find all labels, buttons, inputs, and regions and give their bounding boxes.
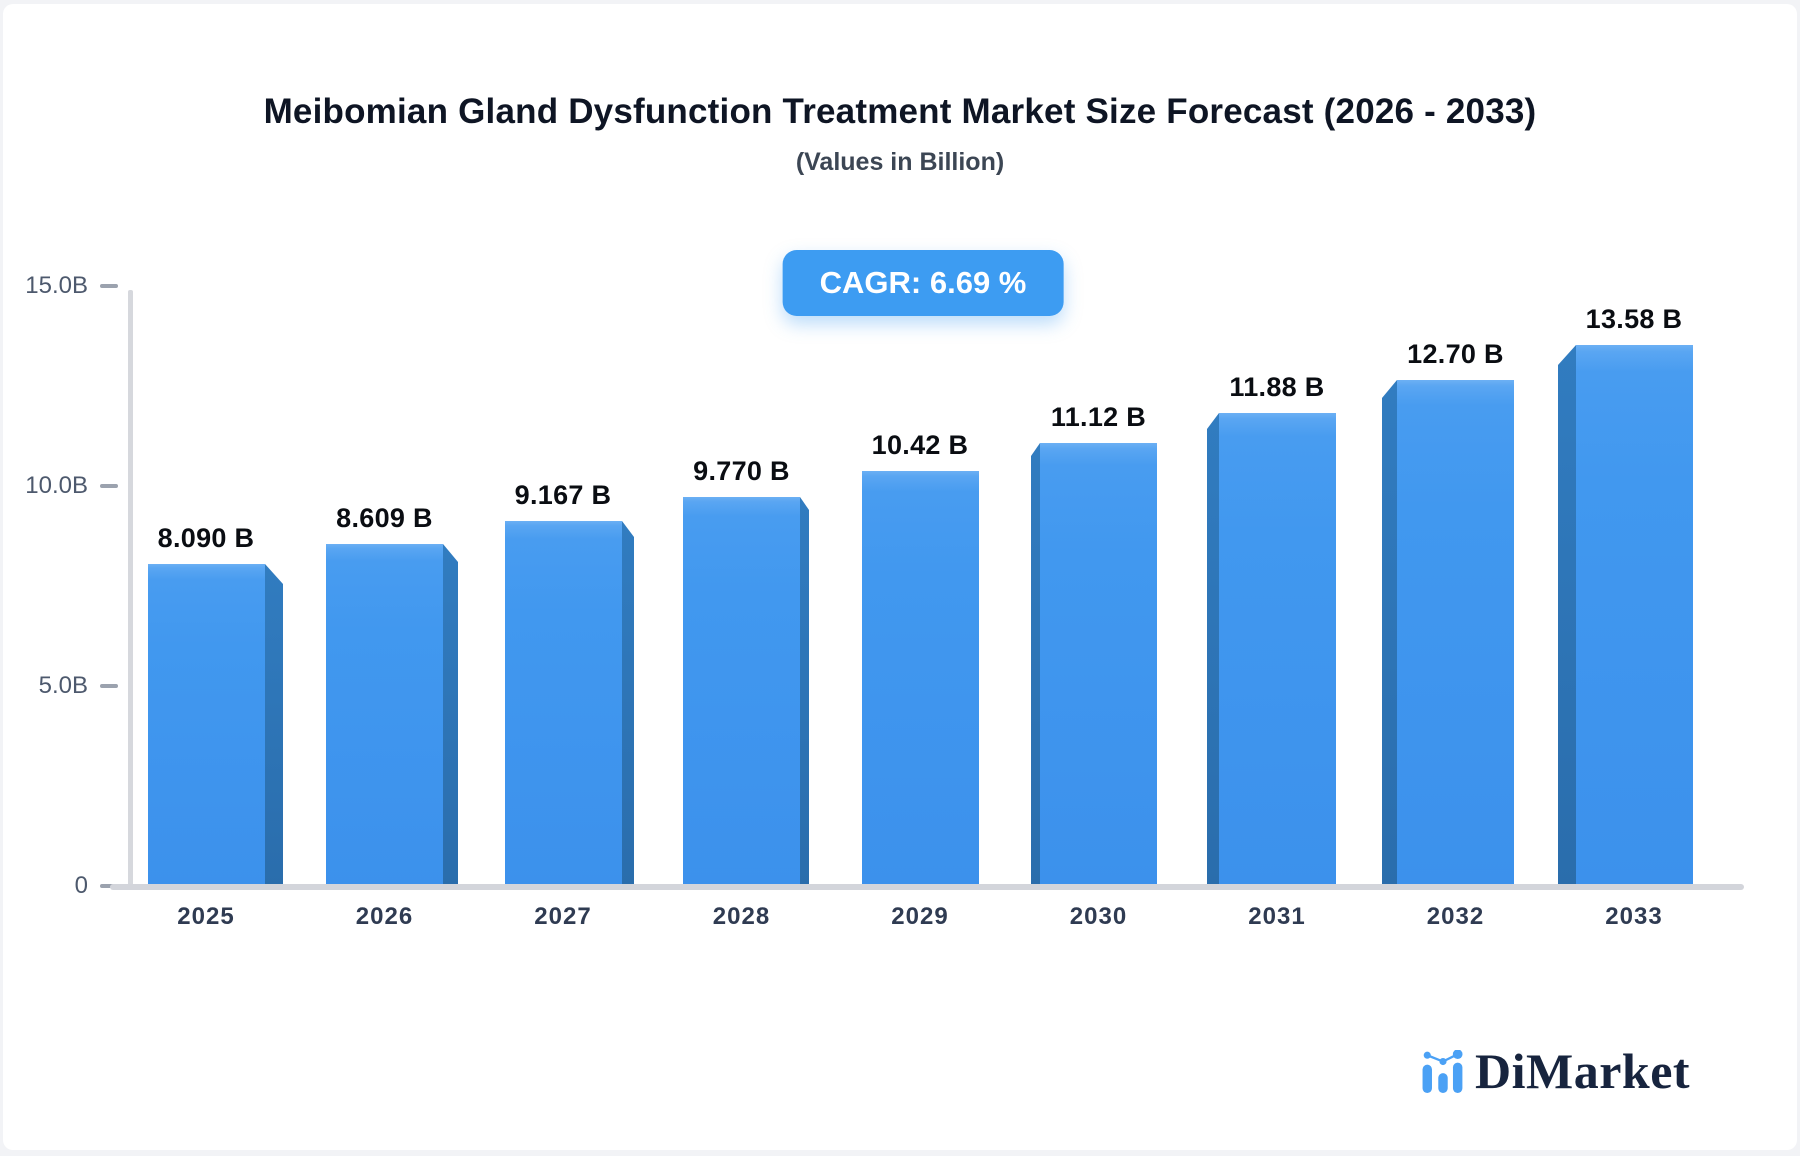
y-tick-mark <box>100 284 118 288</box>
bar-value-label: 10.42 B <box>871 430 969 461</box>
y-axis-line <box>128 290 133 888</box>
bar-2025 <box>147 564 283 888</box>
y-tick-label: 10.0B <box>25 472 88 499</box>
x-tick-label: 2032 <box>1426 903 1485 930</box>
chart-title: Meibomian Gland Dysfunction Treatment Ma… <box>263 92 1537 131</box>
cagr-badge: CAGR: 6.69 % <box>782 250 1064 316</box>
x-tick-label: 2025 <box>177 903 235 930</box>
bar-value-label: 8.609 B <box>336 502 433 533</box>
y-tick-mark <box>100 884 118 888</box>
y-tick-mark <box>100 684 118 688</box>
x-tick-label: 2026 <box>355 903 414 930</box>
bar-value-label: 9.167 B <box>514 480 612 511</box>
x-tick-label: 2030 <box>1069 903 1128 930</box>
bar-2029 <box>861 471 979 888</box>
bar-value-label: 12.70 B <box>1407 339 1504 369</box>
x-tick-label: 2028 <box>712 903 771 930</box>
y-tick-mark <box>100 484 118 488</box>
bar-2033 <box>1557 344 1693 888</box>
x-axis-line <box>110 884 1744 890</box>
x-tick-label: 2027 <box>534 903 592 930</box>
logo-text: DiMarket <box>1475 1043 1691 1099</box>
y-tick-label: 5.0B <box>38 672 88 699</box>
bar-chart-icon <box>1422 1049 1463 1093</box>
y-tick-label: 15.0B <box>25 272 88 299</box>
x-tick-label: 2029 <box>891 903 949 930</box>
bar-2028 <box>683 497 809 888</box>
bar-2027 <box>504 521 634 888</box>
bar-value-label: 11.12 B <box>1050 402 1147 433</box>
chart-subtitle: (Values in Billion) <box>795 148 1005 176</box>
bar-value-label: 13.58 B <box>1585 303 1683 334</box>
bar-value-label: 8.090 B <box>157 523 255 554</box>
bar-value-label: 11.88 B <box>1229 371 1325 402</box>
bar-2031 <box>1206 412 1336 888</box>
y-tick-label: 0 <box>74 872 88 899</box>
x-tick-label: 2031 <box>1248 903 1306 930</box>
x-tick-label: 2033 <box>1605 903 1663 930</box>
bar-2026 <box>326 543 458 888</box>
logo: DiMarket <box>1422 1042 1690 1100</box>
bar-value-label: 9.770 B <box>693 456 790 487</box>
bar-2030 <box>1031 443 1157 888</box>
bar-2032 <box>1382 380 1514 888</box>
